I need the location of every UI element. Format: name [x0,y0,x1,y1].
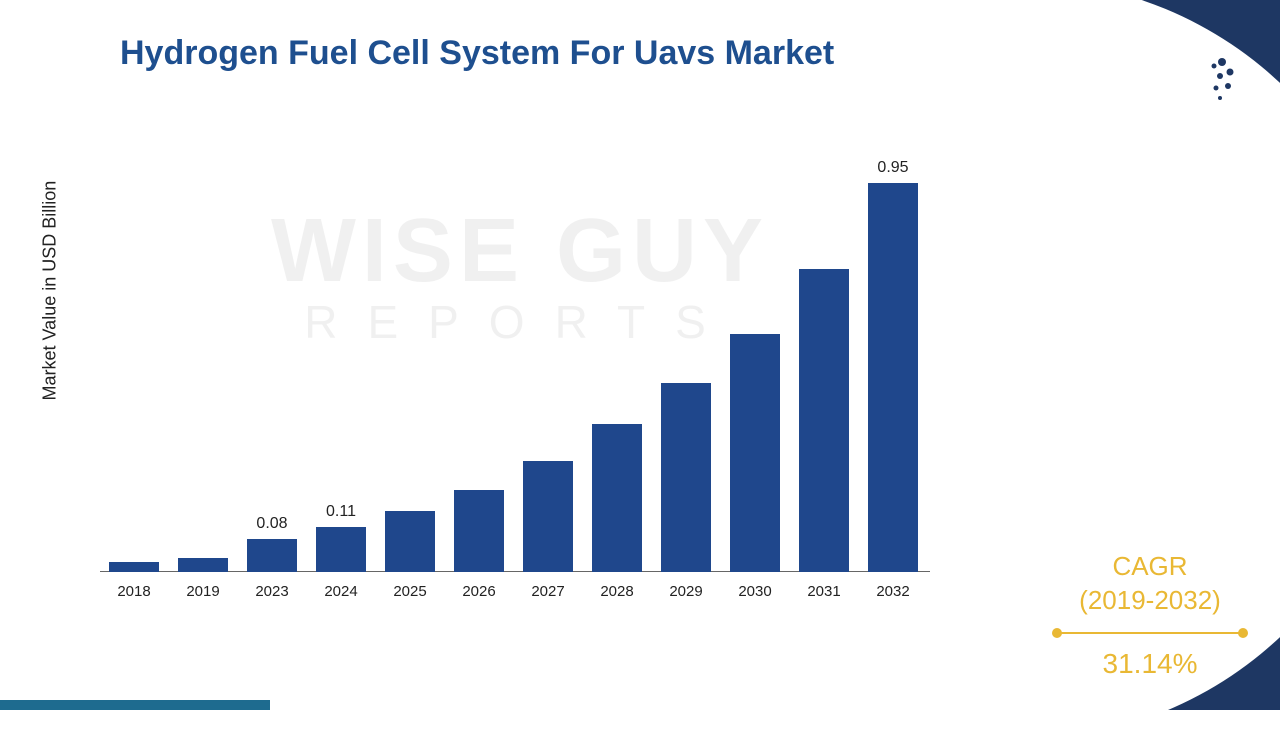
bar-chart-plot: 20182019 0.08 2023 0.11 20242025202620272028… [100,160,930,600]
bar-group: 2026 [445,160,513,600]
bar-group: 2029 [652,160,720,600]
brand-logo: WISE GUY REPORTS [976,24,1256,77]
x-axis-label: 2024 [307,583,375,600]
main-area: Hydrogen Fuel Cell System For Uavs Marke… [0,0,960,710]
bar-group: 2031 [790,160,858,600]
bar [247,539,297,572]
bar [385,511,435,573]
bar-value-label: 0.11 [307,503,375,521]
bar [109,562,159,572]
bottom-accent-bar [0,700,270,710]
cagr-value: 31.14% [1020,648,1280,680]
bar-group: 2027 [514,160,582,600]
bar [523,461,573,572]
x-axis-label: 2027 [514,583,582,600]
x-axis-label: 2032 [859,583,927,600]
cagr-block: CAGR (2019-2032) 31.14% [1020,550,1280,680]
x-axis-label: 2025 [376,583,444,600]
cagr-divider [1055,632,1245,634]
cagr-label: CAGR (2019-2032) [1020,550,1280,618]
bar [799,269,849,572]
bar-group: 0.95 2032 [859,160,927,600]
chart-region: Market Value in USD Billion 201820190.08… [60,160,940,640]
bar-value-label: 0.95 [859,159,927,177]
bar [592,424,642,572]
y-axis-label: Market Value in USD Billion [40,181,61,401]
bar [178,558,228,572]
bar-group: 2018 [100,160,168,600]
bar-group: 2028 [583,160,651,600]
bar [454,490,504,572]
x-axis-label: 2019 [169,583,237,600]
cagr-label-line2: (2019-2032) [1079,585,1221,615]
x-axis-label: 2028 [583,583,651,600]
bar [730,334,780,572]
head-silhouette-icon [1170,42,1246,128]
x-axis-label: 2030 [721,583,789,600]
cagr-label-line1: CAGR [1112,551,1187,581]
x-axis-label: 2031 [790,583,858,600]
bar-group: 2030 [721,160,789,600]
bar [316,527,366,572]
bar-group: 0.11 2024 [307,160,375,600]
x-axis-label: 2029 [652,583,720,600]
x-axis-label: 2018 [100,583,168,600]
bar [661,383,711,572]
x-axis-label: 2026 [445,583,513,600]
bar-group: 2025 [376,160,444,600]
x-axis-label: 2023 [238,583,306,600]
bar [868,183,918,573]
chart-title: Hydrogen Fuel Cell System For Uavs Marke… [120,32,860,75]
bar-group: 2019 [169,160,237,600]
bar-value-label: 0.08 [238,515,306,533]
bar-group: 0.08 2023 [238,160,306,600]
